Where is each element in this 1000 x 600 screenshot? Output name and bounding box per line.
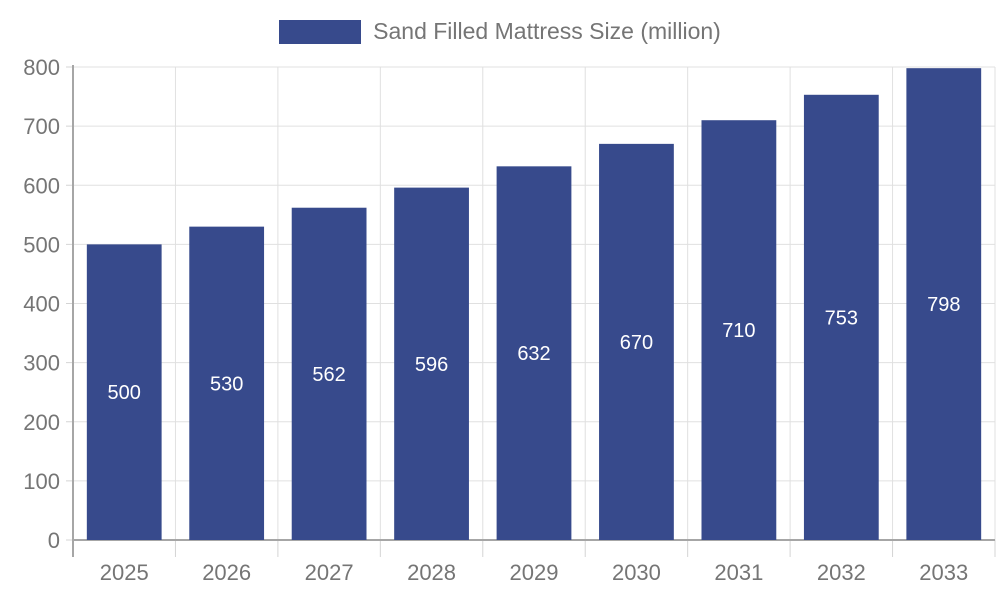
bar-2025 [86, 244, 162, 540]
y-tick-label: 0 [48, 528, 60, 553]
y-tick-label: 100 [23, 469, 60, 494]
y-tick-label: 500 [23, 232, 60, 257]
legend-label: Sand Filled Mattress Size (million) [373, 18, 721, 44]
bar-2026 [189, 226, 265, 540]
x-tick-label: 2025 [100, 560, 149, 585]
y-tick-label: 700 [23, 114, 60, 139]
bar-value-label: 710 [722, 320, 755, 342]
bar-2029 [496, 166, 572, 540]
legend-item[interactable]: Sand Filled Mattress Size (million) [0, 18, 1000, 45]
bar-value-label: 500 [108, 382, 141, 404]
x-tick-label: 2027 [305, 560, 354, 585]
bar-value-label: 670 [620, 332, 653, 354]
legend-swatch [279, 19, 362, 44]
x-tick-label: 2028 [407, 560, 456, 585]
y-tick-label: 800 [23, 55, 60, 80]
y-tick-label: 400 [23, 292, 60, 317]
x-tick-label: 2032 [817, 560, 866, 585]
bar-value-label: 798 [927, 294, 960, 316]
bar-2033 [906, 68, 982, 541]
x-tick-label: 2033 [919, 560, 968, 585]
bar-value-label: 753 [825, 307, 858, 329]
y-tick-label: 600 [23, 173, 60, 198]
x-tick-label: 2031 [714, 560, 763, 585]
x-tick-label: 2030 [612, 560, 661, 585]
x-tick-label: 2029 [510, 560, 559, 585]
bar-2031 [701, 120, 777, 541]
bar-2032 [803, 94, 879, 540]
bar-2028 [394, 187, 469, 541]
bar-2027 [291, 207, 367, 540]
x-tick-label: 2026 [202, 560, 251, 585]
bar-value-label: 530 [210, 373, 243, 395]
bar-value-label: 632 [517, 343, 550, 365]
y-tick-label: 300 [23, 351, 60, 376]
bar-value-label: 562 [312, 364, 345, 386]
y-tick-label: 200 [23, 410, 60, 435]
bar-value-label: 596 [415, 354, 448, 376]
bar-2030 [599, 143, 674, 541]
